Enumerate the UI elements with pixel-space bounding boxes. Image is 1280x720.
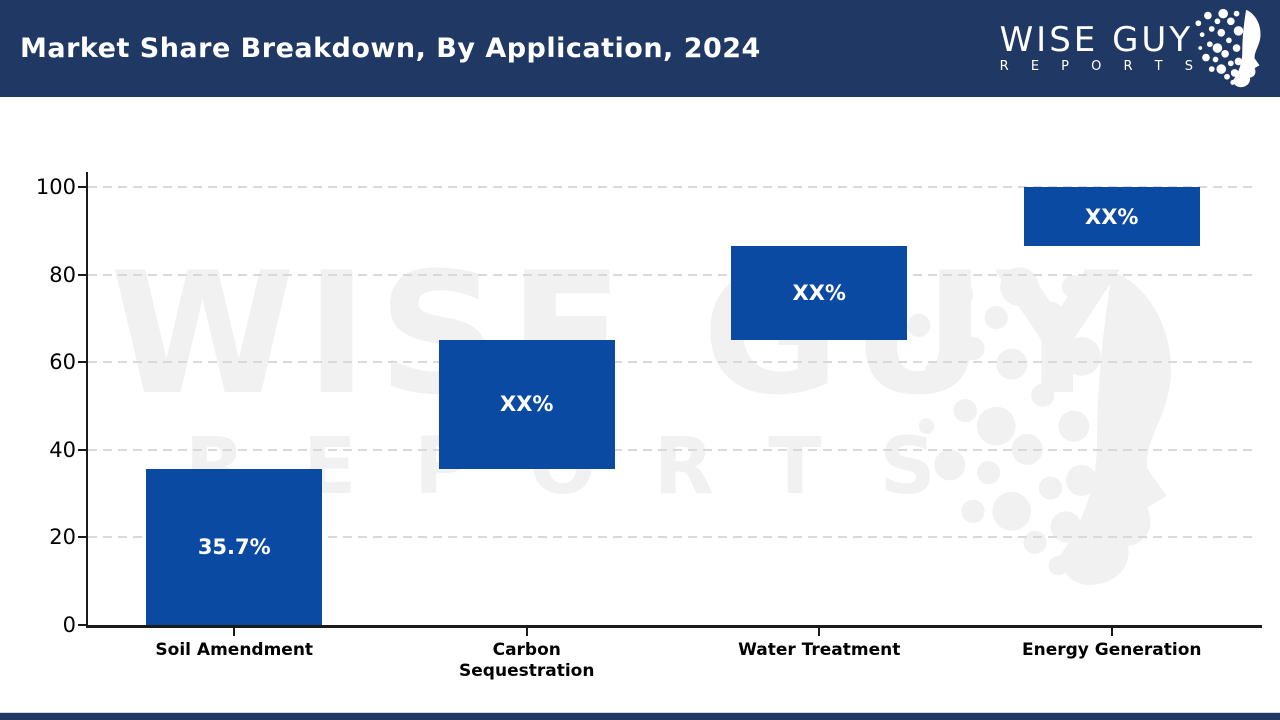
y-tick-mark-60 (78, 361, 86, 364)
x-tick-mark (233, 628, 236, 636)
y-tick-mark-100 (78, 186, 86, 188)
bar-value-label: XX% (792, 281, 846, 306)
bar-energy-generation: XX% (1023, 187, 1200, 247)
logo-secondary-text: R E P O R T S (999, 59, 1202, 74)
bar-water-treatment: XX% (731, 246, 908, 341)
chart-area: 35.7% XX% XX% XX% 0 20 40 60 80 100 Soil Amendmen… (0, 97, 1280, 713)
x-axis-line (86, 625, 1262, 628)
x-tick-mark (525, 628, 528, 636)
y-tick-label-20: 20 (49, 525, 76, 550)
gridline-60 (88, 361, 1258, 364)
y-tick-label-60: 60 (49, 350, 76, 375)
logo-text: WISE GUY R E P O R T S (991, 23, 1202, 74)
plot-area: 35.7% XX% XX% XX% (88, 186, 1258, 625)
x-category-label: Water Treatment (738, 640, 901, 660)
bar-value-label: 35.7% (197, 534, 271, 559)
logo-head-icon (1195, 8, 1261, 87)
y-tick-label-100: 100 (35, 175, 76, 199)
gridline-100 (88, 186, 1258, 188)
x-category-label: Energy Generation (1021, 640, 1202, 660)
x-category-label: Soil Amendment (155, 640, 314, 660)
y-tick-mark-0 (78, 624, 86, 626)
y-tick-label-40: 40 (49, 437, 76, 462)
bar-value-label: XX% (500, 392, 554, 417)
x-category-label: Carbon Sequestration (459, 640, 595, 681)
bar-soil-amendment: 35.7% (146, 468, 323, 625)
y-tick-label-80: 80 (49, 262, 76, 287)
footer-divider (0, 712, 1280, 713)
header-bar: Market Share Breakdown, By Application, … (0, 0, 1280, 97)
chart-title: Market Share Breakdown, By Application, … (20, 33, 761, 64)
gridline-40 (88, 448, 1258, 451)
y-tick-mark-80 (78, 273, 86, 276)
gridline-80 (88, 273, 1258, 276)
y-axis-line (86, 172, 88, 625)
gridline-20 (88, 536, 1258, 539)
x-tick-mark (1110, 628, 1113, 636)
y-tick-label-0: 0 (62, 613, 76, 637)
x-tick-mark (818, 628, 821, 636)
bar-carbon-sequestration: XX% (438, 340, 615, 469)
y-tick-mark-40 (78, 448, 86, 451)
logo-primary-text: WISE GUY (999, 20, 1194, 60)
wiseguy-logo: WISE GUY R E P O R T S (991, 6, 1280, 92)
watermark-head-icon (907, 267, 1172, 585)
y-tick-mark-20 (78, 536, 86, 539)
footer-bar (0, 713, 1280, 720)
bar-value-label: XX% (1085, 204, 1139, 229)
